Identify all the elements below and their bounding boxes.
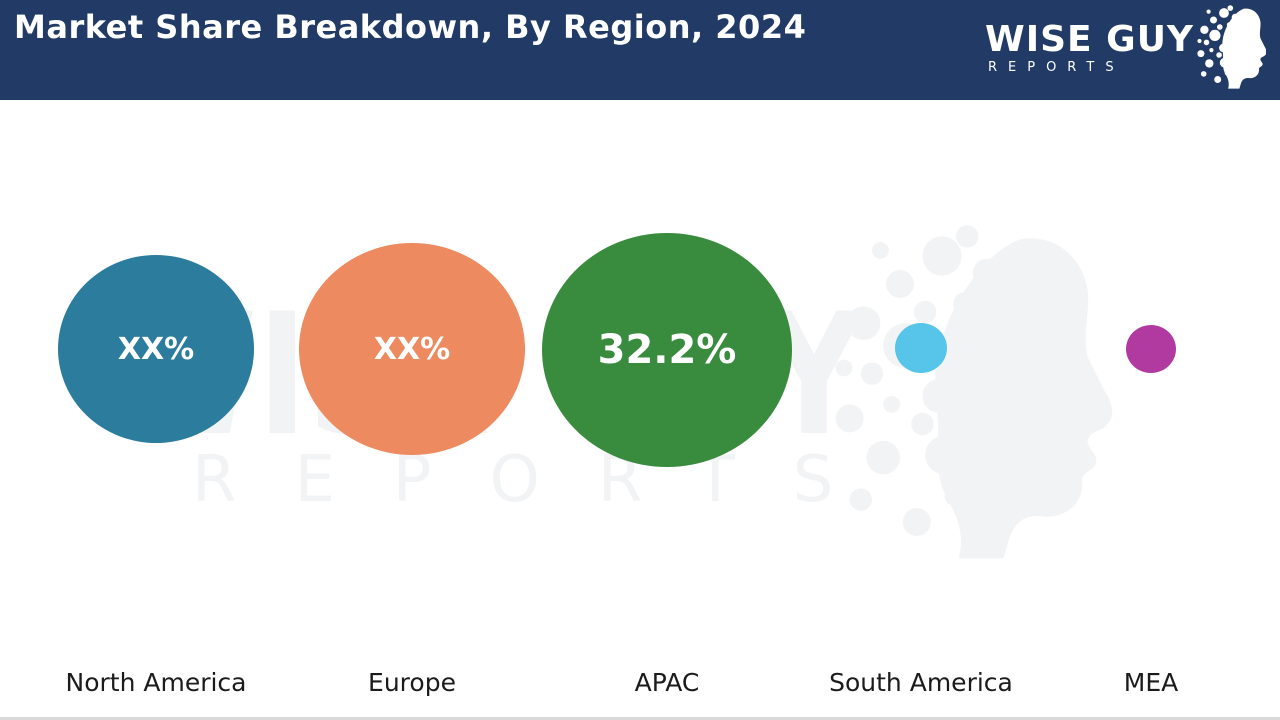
bubble-south-america xyxy=(895,323,947,373)
header: Market Share Breakdown, By Region, 2024 … xyxy=(0,0,1280,100)
wiseguy-logo: WISE GUY REPORTS xyxy=(985,4,1266,92)
category-label-north-america: North America xyxy=(65,668,247,697)
category-label-south-america: South America xyxy=(829,668,1013,697)
logo-wordmark: WISE GUY xyxy=(984,18,1194,60)
bubble-apac: 32.2% xyxy=(542,233,792,467)
bottom-edge-line xyxy=(0,717,1280,720)
bubble-value-europe: XX% xyxy=(373,331,451,367)
logo-subtitle: REPORTS xyxy=(987,60,1125,76)
bubble-value-north-america: XX% xyxy=(117,331,195,367)
category-label-europe: Europe xyxy=(368,668,456,697)
page-title: Market Share Breakdown, By Region, 2024 xyxy=(14,8,807,46)
category-label-mea: MEA xyxy=(1123,668,1179,697)
bubble-value-apac: 32.2% xyxy=(597,327,737,373)
bubble-europe: XX% xyxy=(299,243,525,455)
bubble-mea xyxy=(1126,325,1176,373)
logo-text: WISE GUY REPORTS xyxy=(984,18,1194,76)
bubble-north-america: XX% xyxy=(58,255,254,443)
category-label-apac: APAC xyxy=(634,668,700,697)
